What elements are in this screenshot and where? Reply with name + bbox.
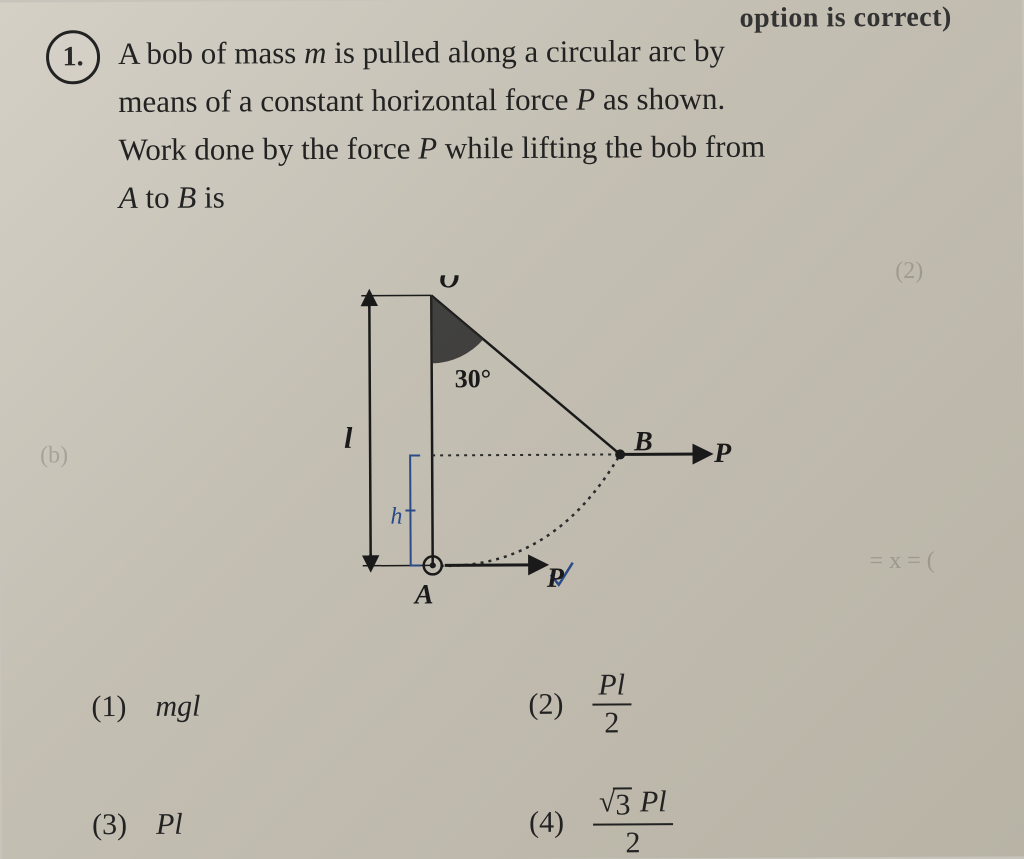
label-B: B bbox=[633, 426, 653, 457]
options-grid: (1) mgl (2) Pl 2 (3) Pl (4) √ 3 Pl bbox=[91, 668, 966, 859]
option-2-num: (2) bbox=[528, 687, 578, 721]
bleed-3: = x = ( bbox=[870, 548, 935, 575]
q-l3a: Work done by the force bbox=[118, 131, 418, 168]
angle-wedge bbox=[431, 295, 483, 363]
option-1-num: (1) bbox=[91, 689, 141, 723]
question-text: A bob of mass m is pulled along a circul… bbox=[118, 26, 973, 223]
option-3-text: Pl bbox=[156, 808, 183, 842]
label-h: h bbox=[390, 504, 402, 530]
label-O: O bbox=[439, 274, 459, 295]
q-var-B: B bbox=[177, 180, 196, 215]
page: option is correct) 1. A bob of mass m is… bbox=[0, 0, 1024, 859]
question-number: 1. bbox=[62, 41, 83, 73]
option-4-num: (4) bbox=[529, 806, 579, 840]
q-l1c: is pulled along a circular arc by bbox=[326, 33, 725, 70]
option-4-sqrt: √ 3 bbox=[599, 787, 633, 821]
label-P-bottom: P bbox=[546, 563, 565, 594]
bob-A-dot bbox=[430, 562, 436, 568]
option-4-top: √ 3 Pl bbox=[593, 786, 673, 821]
option-4-after: Pl bbox=[632, 785, 666, 818]
q-l1a: A bob of mass bbox=[118, 35, 304, 71]
option-1-text: mgl bbox=[155, 689, 200, 723]
option-3: (3) Pl bbox=[92, 787, 529, 859]
option-4-bar bbox=[593, 823, 673, 825]
q-l2c: as shown. bbox=[595, 81, 725, 117]
q-l4b: to bbox=[138, 180, 178, 215]
option-4-frac: √ 3 Pl 2 bbox=[593, 786, 673, 858]
option-2-bot: 2 bbox=[604, 707, 619, 739]
q-l4d: is bbox=[196, 180, 225, 215]
option-2-bar bbox=[592, 703, 631, 705]
option-4: (4) √ 3 Pl 2 bbox=[529, 785, 966, 859]
option-4-sqrt-val: 3 bbox=[613, 787, 632, 821]
label-P-top: P bbox=[713, 438, 732, 469]
option-1: (1) mgl bbox=[91, 670, 528, 741]
option-2: (2) Pl 2 bbox=[528, 668, 965, 739]
option-4-bot: 2 bbox=[625, 827, 640, 859]
arc-AB bbox=[432, 454, 621, 565]
option-3-num: (3) bbox=[92, 808, 142, 842]
bleed-1: (2) bbox=[895, 258, 923, 285]
label-A: A bbox=[413, 579, 434, 610]
q-var-A: A bbox=[119, 180, 138, 215]
force-P-bottom bbox=[445, 565, 541, 566]
option-2-top: Pl bbox=[592, 669, 631, 701]
label-angle: 30° bbox=[455, 364, 492, 393]
bob-B bbox=[615, 449, 625, 459]
l-arrow-stem bbox=[369, 302, 370, 560]
label-l: l bbox=[344, 422, 353, 455]
option-2-frac: Pl 2 bbox=[592, 669, 631, 738]
diagram-svg: O 30° l A B P P h bbox=[249, 274, 771, 637]
q-var-m: m bbox=[304, 35, 327, 70]
q-l3c: while lifting the bob from bbox=[437, 129, 765, 166]
diagram: O 30° l A B P P h bbox=[249, 274, 771, 637]
bleed-2: (b) bbox=[40, 442, 68, 469]
q-var-P1: P bbox=[576, 82, 595, 117]
q-l2a: means of a constant horizontal force bbox=[118, 82, 576, 119]
dotted-horiz bbox=[432, 454, 620, 455]
question-number-circle: 1. bbox=[46, 30, 100, 84]
q-var-P2: P bbox=[418, 130, 437, 165]
